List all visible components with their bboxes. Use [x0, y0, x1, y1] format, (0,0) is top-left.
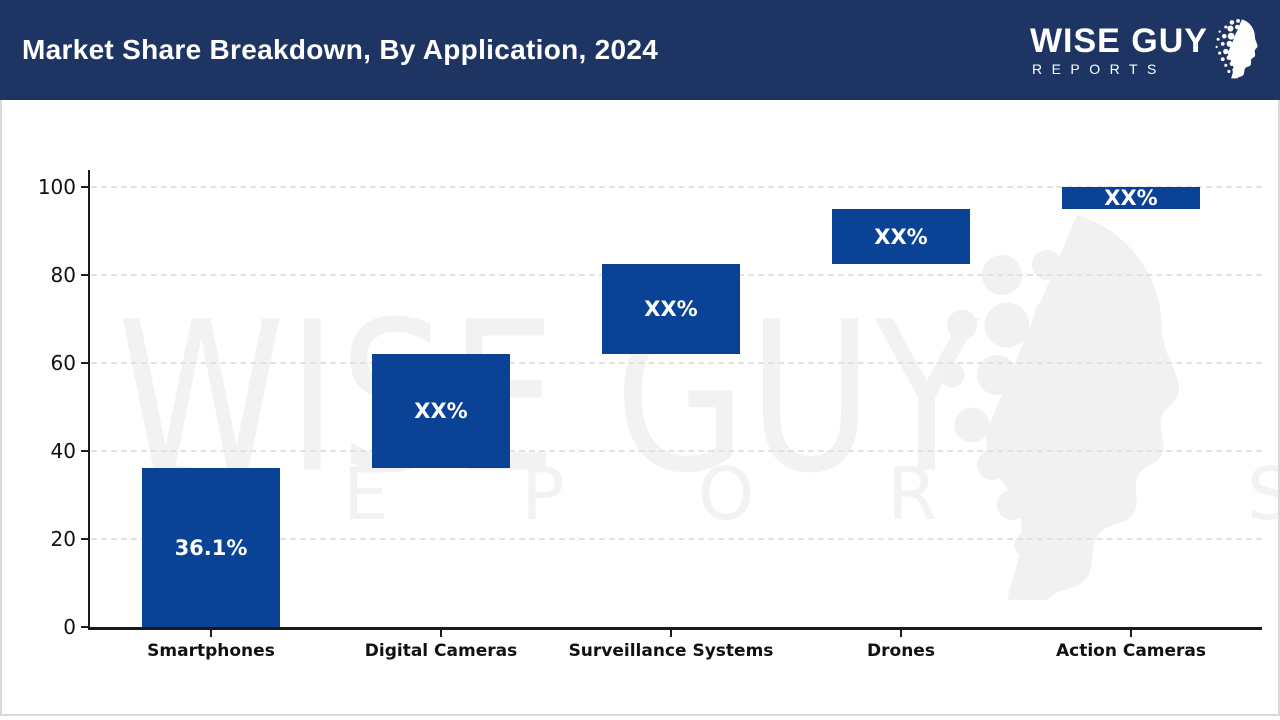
logo-wordmark: WISE GUY	[1029, 22, 1208, 60]
bar-value-label: 36.1%	[174, 535, 248, 560]
bar-action-cameras: XX%	[1062, 186, 1200, 210]
x-category-label: Drones	[867, 641, 935, 661]
x-category-label: Digital Cameras	[364, 641, 518, 661]
y-tick-label-0: 0	[63, 615, 76, 639]
x-tick-0	[210, 630, 212, 637]
x-tick-1	[440, 630, 442, 637]
y-tick-60	[81, 362, 88, 364]
x-category-label: Surveillance Systems	[568, 641, 774, 661]
bar-smartphones: 36.1%	[142, 468, 280, 627]
x-tick-3	[900, 630, 902, 637]
gridline-20	[91, 538, 1262, 540]
gridline-100	[91, 186, 1262, 188]
head-profile-icon	[1215, 18, 1258, 79]
bar-value-label: XX%	[1104, 186, 1158, 210]
y-axis-line	[88, 170, 90, 630]
x-tick-2	[670, 630, 672, 637]
logo-subtext: REPORTS	[1031, 61, 1166, 77]
logo-wordmark-block: WISE GUY REPORTS	[1030, 23, 1208, 77]
y-tick-label-40: 40	[50, 439, 76, 463]
wiseguy-logo: WISE GUY REPORTS	[1030, 11, 1258, 89]
y-tick-0	[81, 626, 88, 628]
x-category-label: Action Cameras	[1055, 641, 1207, 661]
y-tick-20	[81, 538, 88, 540]
watermark-wordmark: WISE GUY	[117, 277, 981, 520]
y-tick-label-100: 100	[37, 175, 76, 199]
x-tick-4	[1130, 630, 1132, 637]
y-tick-label-20: 20	[50, 527, 76, 551]
chart-title: Market Share Breakdown, By Application, …	[22, 34, 659, 65]
bar-value-label: XX%	[414, 399, 468, 424]
y-tick-label-60: 60	[50, 351, 76, 375]
bar-surveillance-systems: XX%	[602, 264, 740, 355]
x-category-label: Smartphones	[147, 641, 275, 661]
y-tick-label-80: 80	[50, 263, 76, 287]
bar-drones: XX%	[832, 209, 970, 264]
y-tick-100	[81, 186, 88, 188]
y-tick-40	[81, 450, 88, 452]
watermark-head-icon	[939, 215, 1180, 600]
gridline-40	[91, 450, 1262, 452]
header: Market Share Breakdown, By Application, …	[0, 0, 1280, 100]
bar-digital-cameras: XX%	[372, 354, 510, 469]
x-axis-line	[88, 627, 1262, 630]
gridline-60	[91, 362, 1262, 364]
bar-value-label: XX%	[874, 224, 928, 249]
y-tick-80	[81, 274, 88, 276]
bar-value-label: XX%	[644, 297, 698, 322]
